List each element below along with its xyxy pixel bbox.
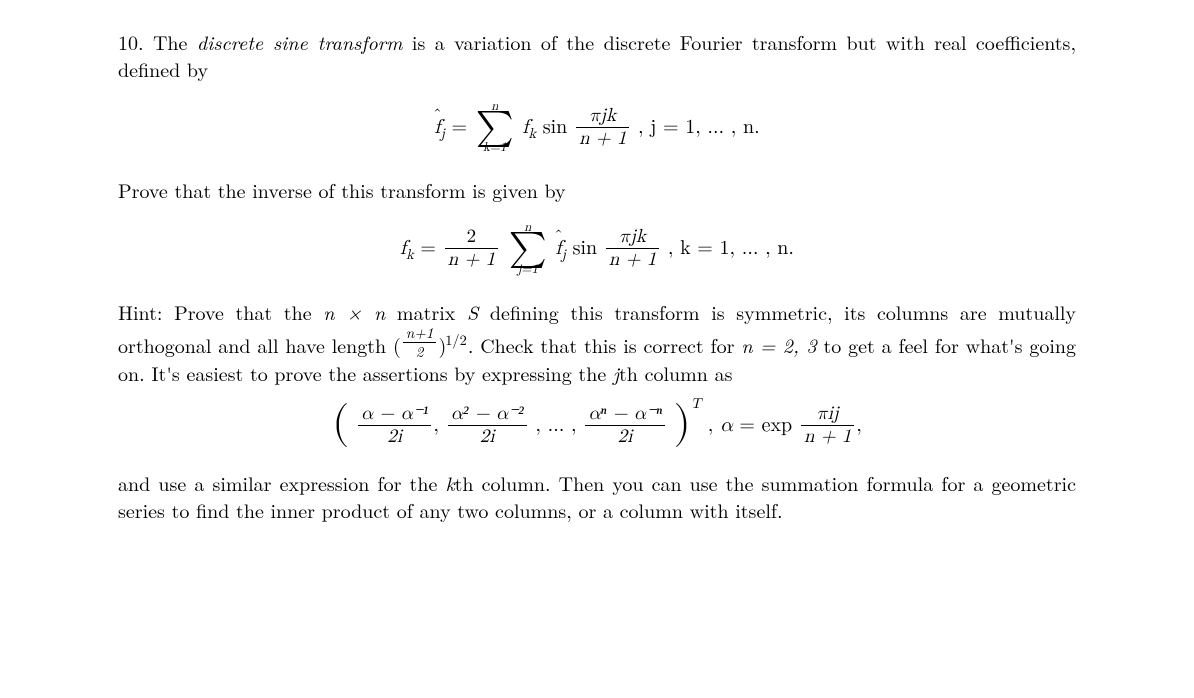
sine-arg-frac-2: πjk n + 1 <box>606 227 659 270</box>
entry-n: αⁿ − α⁻ⁿ 2i <box>585 404 665 447</box>
coef-num: 2 <box>445 227 498 249</box>
fk-sub: k <box>528 126 536 141</box>
entry-1: α − α⁻¹ 2i <box>358 404 431 447</box>
alpha-den: n + 1 <box>801 426 854 447</box>
intro-before: The <box>153 27 197 56</box>
fk2-sub: k <box>406 247 414 262</box>
dots: , … , <box>535 412 576 439</box>
len-frac: n+12 <box>403 325 437 360</box>
hint-e: . Check that this is correct for <box>468 330 742 359</box>
comma-gap: , <box>708 412 714 439</box>
problem-number: 10. <box>118 27 144 56</box>
eq1-tail: , j = 1, … , n. <box>638 114 760 141</box>
equals2: = <box>420 235 436 262</box>
n23: n = 2, 3 <box>741 330 816 359</box>
intro-paragraph: 10. The discrete sine transform is a var… <box>118 28 1076 82</box>
matrix-S: S <box>467 297 478 326</box>
sin: sin <box>543 114 568 141</box>
equation-inverse-transform: fk = 2 n + 1 n ∑ j=1 fj sin πjk n + 1 , … <box>118 221 1076 275</box>
alpha-frac: πij n + 1 <box>801 404 854 447</box>
hint-a: Hint: Prove that the <box>118 297 323 326</box>
sum-symbol: n ∑ k=1 <box>476 100 514 154</box>
f-hat: f <box>434 114 440 141</box>
e1-num: α − α⁻¹ <box>358 404 431 426</box>
entry-2: α² − α⁻² 2i <box>448 404 527 447</box>
e2-num: α² − α⁻² <box>448 404 527 426</box>
e2-den: 2i <box>448 426 527 447</box>
hint-paragraph: Hint: Prove that the n × n matrix S defi… <box>118 298 1076 387</box>
equals: = <box>451 114 467 141</box>
transpose: T <box>691 396 701 411</box>
equation-forward-transform: fj = n ∑ k=1 fk sin πjk n + 1 , j = 1, …… <box>118 100 1076 154</box>
exercise-page: 10. The discrete sine transform is a var… <box>0 0 1194 698</box>
sine-arg-frac: πjk n + 1 <box>576 106 629 149</box>
frac-den: n + 1 <box>576 128 629 149</box>
nxn: n × n <box>323 297 385 326</box>
prove-paragraph: Prove that the inverse of this transform… <box>118 176 1076 203</box>
alpha-num: πij <box>801 404 854 426</box>
lparen-icon: ( <box>332 406 349 441</box>
eq2-tail: , k = 1, … , n. <box>668 235 794 262</box>
e1-den: 2i <box>358 426 431 447</box>
coef-frac: 2 n + 1 <box>445 227 498 270</box>
rparen-icon: ) <box>674 406 691 441</box>
closing-paragraph: and use a similar expression for the kth… <box>118 469 1076 523</box>
sum-symbol-2: n ∑ j=1 <box>509 221 547 275</box>
fhat2: f <box>555 235 561 262</box>
sin2: sin <box>573 235 598 262</box>
closing-a: and use a similar expression for the <box>118 468 445 497</box>
hint-g: th column as <box>619 358 732 387</box>
coef-den: n + 1 <box>445 249 498 270</box>
close-paren-exp: )1/2 <box>438 330 467 359</box>
len-den: 2 <box>403 343 437 360</box>
frac-den-2: n + 1 <box>606 249 659 270</box>
term: discrete sine transform <box>197 27 403 56</box>
half-exp: 1/2 <box>445 330 467 350</box>
kth: k <box>445 468 454 497</box>
frac-num-2: πjk <box>606 227 659 249</box>
column-vector-expression: ( α − α⁻¹ 2i , α² − α⁻² 2i , … , αⁿ − α⁻… <box>118 404 1076 447</box>
en-den: 2i <box>585 426 665 447</box>
en-num: αⁿ − α⁻ⁿ <box>585 404 665 426</box>
len-num: n+1 <box>403 325 437 343</box>
trail-comma: , <box>856 412 862 439</box>
frac-num: πjk <box>576 106 629 128</box>
